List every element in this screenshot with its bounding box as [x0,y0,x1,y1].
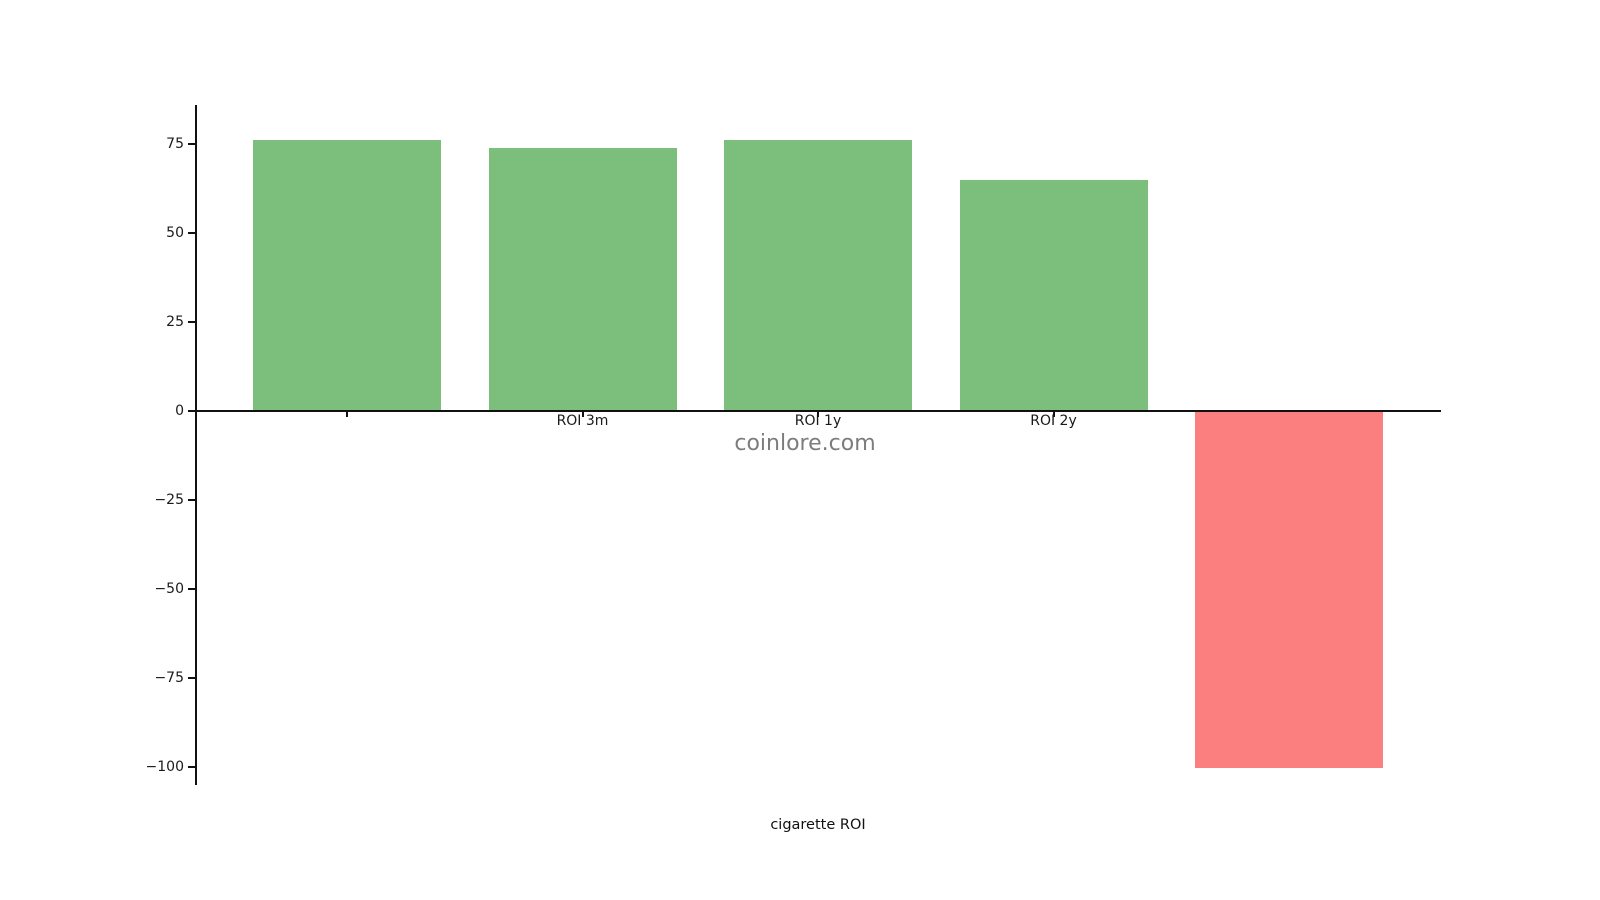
y-tick-label: −25 [154,492,184,508]
bar [253,140,441,411]
y-tick-label: −100 [145,759,184,775]
x-tick-mark [346,411,348,417]
x-tick-label: ROI 2y [1030,413,1077,429]
watermark: coinlore.com [734,431,876,456]
bar [488,147,677,411]
y-tick-label: 0 [175,403,184,419]
y-tick-label: 75 [166,136,184,152]
y-tick-label: −50 [154,581,184,597]
x-tick-label: ROI 1y [794,413,842,429]
y-tick-label: 50 [166,225,184,241]
x-tick-mark [581,411,584,417]
y-tick-mark [188,677,195,679]
y-tick-mark [188,143,195,145]
y-tick-label: 25 [166,314,184,330]
bar [1195,412,1383,768]
y-tick-mark [188,232,195,234]
y-tick-mark [188,499,195,501]
x-axis-title: cigarette ROI [770,817,866,833]
y-tick-mark [188,321,195,323]
x-axis-zero-line [195,410,1441,412]
x-tick-mark [817,411,819,417]
bar [724,140,912,411]
bar [959,179,1148,411]
y-tick-mark [188,410,195,412]
y-tick-label: −75 [154,670,184,686]
y-tick-mark [188,766,195,768]
y-tick-mark [188,588,195,590]
x-tick-mark [1052,411,1055,417]
y-axis-line [195,105,197,785]
x-tick-label: ROI 3m [556,413,609,429]
